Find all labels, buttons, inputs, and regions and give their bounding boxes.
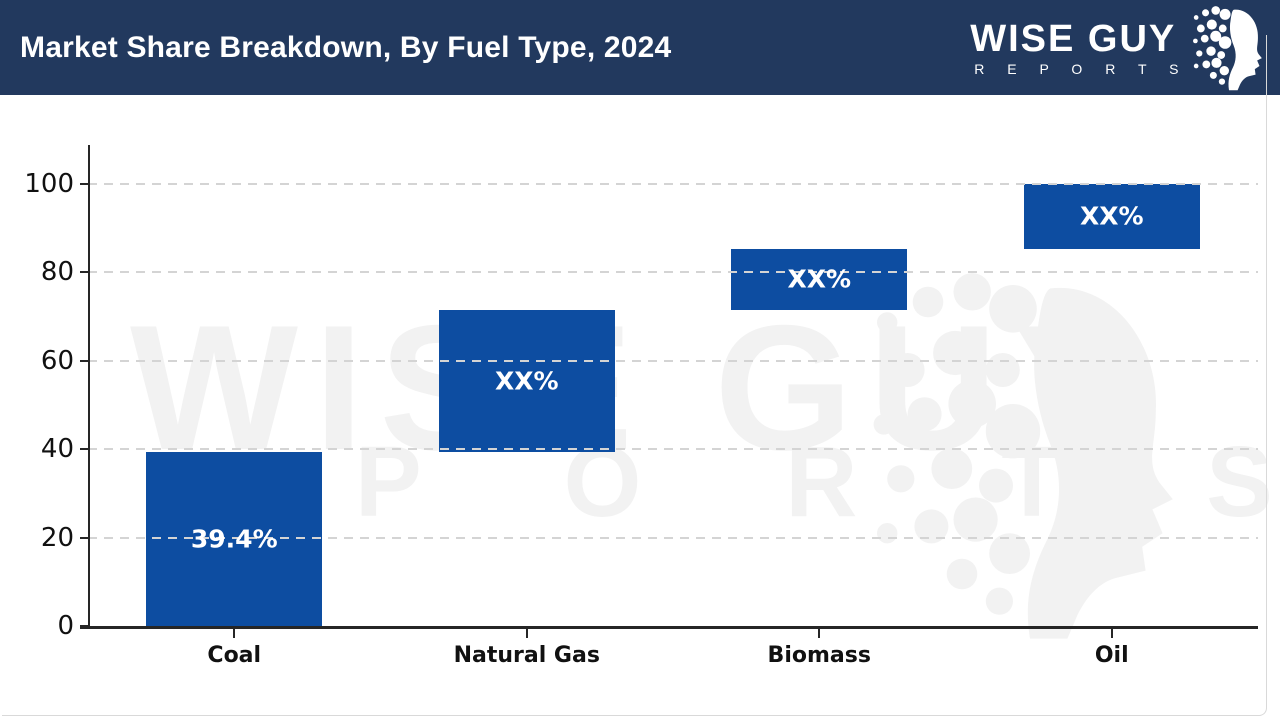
bar-value-label: XX%	[1079, 201, 1144, 231]
gridline-40	[88, 448, 1258, 451]
brand-name: WISE GUY	[970, 17, 1177, 60]
bar-coal	[146, 451, 323, 626]
brand-logo: WISE GUY R E P O R T S	[970, 4, 1272, 92]
chart-card: WISE GUY P O R T S 39.4% XX% XX% XX% 0 20 40 60…	[0, 35, 1280, 720]
bar-biomass	[731, 248, 908, 310]
x-tick-coal	[233, 629, 236, 638]
dotted-head-profile-watermark-icon	[873, 273, 1173, 639]
x-category-label-oil: Oil	[1094, 643, 1129, 668]
gridline-20	[88, 536, 1258, 539]
y-tick-label-80: 80	[40, 257, 74, 288]
gridline-100	[88, 183, 1258, 185]
y-tick-label-0: 0	[57, 611, 74, 641]
x-category-label-coal: Coal	[207, 643, 262, 668]
x-category-label-natural-gas: Natural Gas	[453, 643, 600, 668]
dotted-head-profile-icon	[1193, 6, 1262, 91]
y-tick-100	[80, 183, 88, 185]
brand-logo-text: WISE GUY R E P O R T S	[970, 20, 1188, 77]
chart-title: Market Share Breakdown, By Fuel Type, 20…	[20, 30, 672, 64]
y-axis-line	[88, 145, 90, 628]
bar-value-label: XX%	[494, 366, 559, 396]
y-tick-40	[80, 448, 88, 451]
waterfall-chart: 39.4% XX% XX% XX% 0 20 40 60 80 100 Coal Natural Ga…	[0, 95, 1280, 720]
y-tick-label-100: 100	[24, 169, 74, 199]
bar-natural-gas	[438, 309, 615, 452]
y-tick-20	[80, 536, 88, 539]
header-bar: Market Share Breakdown, By Fuel Type, 20…	[0, 0, 1280, 95]
x-axis-line	[80, 626, 1258, 629]
bar-oil	[1023, 184, 1200, 249]
y-tick-80	[80, 271, 88, 274]
brand-subname: R E P O R T S	[974, 60, 1188, 77]
x-tick-oil	[1110, 629, 1113, 638]
x-category-label-biomass: Biomass	[767, 643, 871, 668]
y-tick-label-60: 60	[40, 345, 74, 376]
x-tick-biomass	[818, 629, 821, 638]
y-tick-label-20: 20	[40, 522, 74, 553]
gridline-60	[88, 359, 1258, 362]
y-tick-label-40: 40	[40, 434, 74, 465]
bar-value-label: 39.4%	[190, 524, 278, 554]
x-tick-natural-gas	[525, 629, 528, 638]
y-tick-60	[80, 359, 88, 362]
bar-value-label: XX%	[787, 264, 852, 294]
gridline-80	[88, 271, 1258, 274]
